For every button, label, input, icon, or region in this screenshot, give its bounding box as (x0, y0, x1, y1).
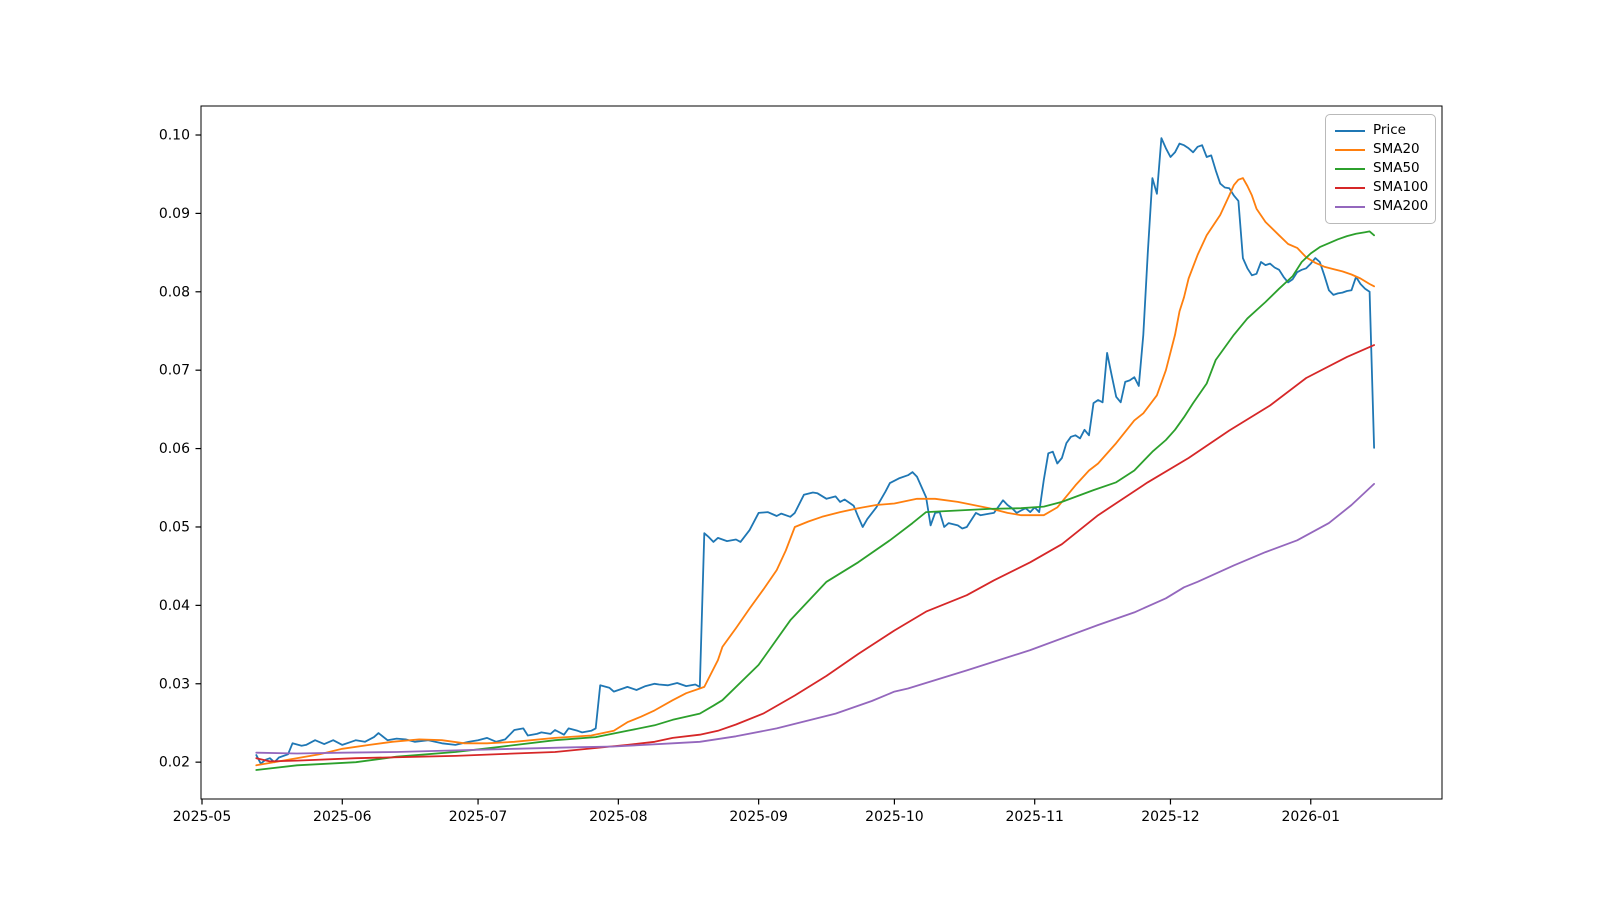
legend-line-swatch (1335, 206, 1365, 208)
legend-label: SMA200 (1373, 198, 1429, 215)
y-tick-label: 0.02 (159, 755, 190, 771)
legend-label: Price (1373, 122, 1406, 139)
series-line-sma100 (255, 344, 1375, 763)
x-tick-label: 2026-01 (1282, 809, 1341, 825)
legend-label: SMA20 (1373, 141, 1420, 158)
x-tick-label: 2025-06 (313, 809, 372, 825)
legend-item-sma50: SMA50 (1335, 160, 1427, 178)
series-line-sma200 (255, 482, 1375, 755)
x-tick-label: 2025-10 (865, 809, 924, 825)
legend-line-swatch (1335, 149, 1365, 151)
legend: Price SMA20 SMA50 SMA100 SMA200 (1325, 114, 1436, 224)
y-tick-label: 0.05 (159, 519, 190, 535)
legend-line-swatch (1335, 187, 1365, 189)
legend-label: SMA50 (1373, 160, 1420, 177)
y-tick-label: 0.08 (159, 284, 190, 300)
x-tick-label: 2025-11 (1005, 809, 1064, 825)
y-tick-label: 0.09 (159, 206, 190, 222)
legend-item-sma20: SMA20 (1335, 141, 1427, 159)
legend-item-sma200: SMA200 (1335, 198, 1429, 216)
y-tick-label: 0.04 (159, 598, 190, 614)
legend-line-swatch (1335, 168, 1365, 170)
x-tick-label: 2025-05 (173, 809, 232, 825)
legend-item-price: Price (1335, 122, 1427, 140)
legend-item-sma100: SMA100 (1335, 179, 1429, 197)
x-tick-label: 2025-09 (729, 809, 788, 825)
series-line-price (255, 137, 1375, 765)
x-tick-label: 2025-08 (589, 809, 648, 825)
y-tick-label: 0.07 (159, 363, 190, 379)
legend-label: SMA100 (1373, 179, 1429, 196)
series-line-sma20 (255, 177, 1375, 767)
legend-line-swatch (1335, 130, 1365, 132)
x-tick-label: 2025-07 (449, 809, 508, 825)
x-tick-label: 2025-12 (1141, 809, 1200, 825)
series-line-sma50 (255, 230, 1375, 771)
y-tick-label: 0.03 (159, 676, 190, 692)
y-tick-label: 0.06 (159, 441, 190, 457)
plot-border (200, 105, 1443, 800)
y-tick-label: 0.10 (159, 128, 190, 144)
